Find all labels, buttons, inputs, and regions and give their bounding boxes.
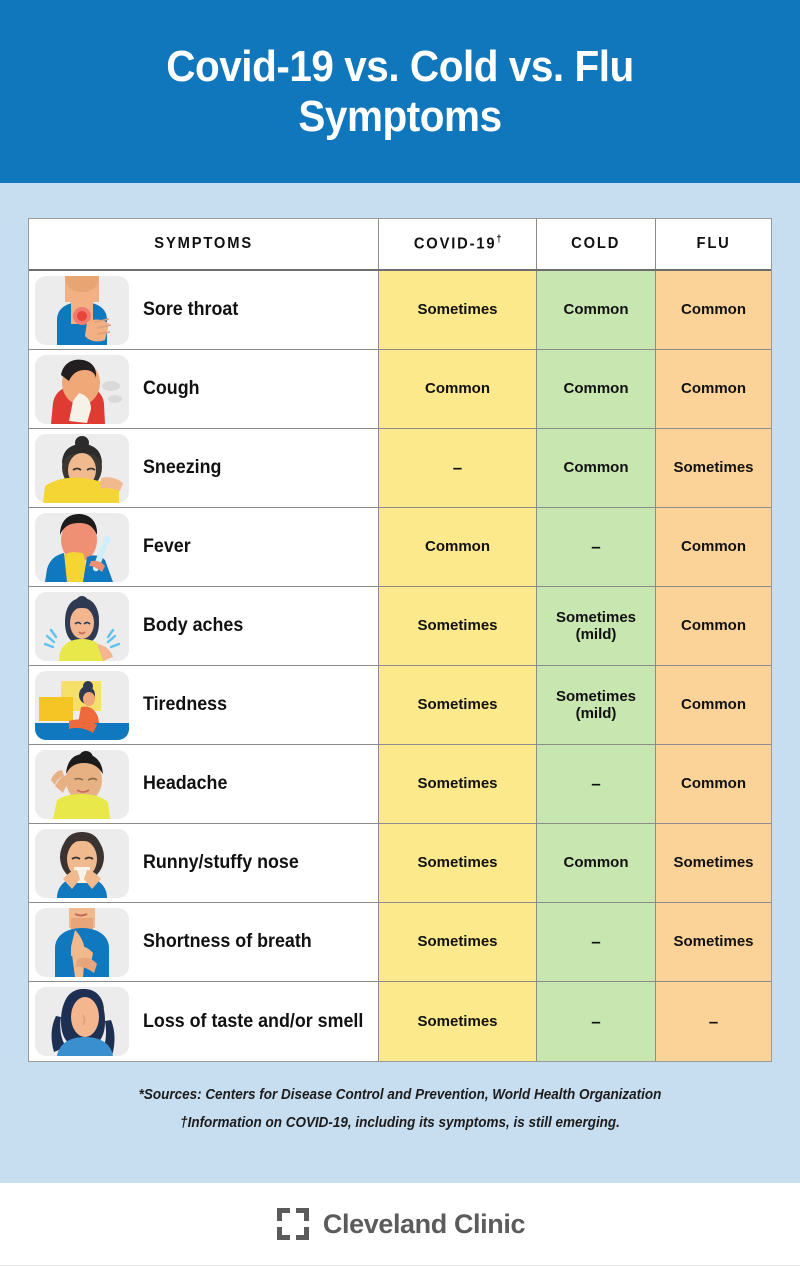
cold-cell: Common (537, 271, 656, 349)
symptom-cell: Body aches (29, 587, 379, 665)
symptom-cell: Cough (29, 350, 379, 428)
brand-bar: Cleveland Clinic (0, 1183, 800, 1266)
flu-cell: Common (656, 587, 771, 665)
fever-icon (35, 512, 129, 582)
table-row: Sneezing – Common Sometimes (29, 429, 771, 508)
cold-cell: Common (537, 824, 656, 902)
body-aches-icon (35, 591, 129, 661)
page-title-line2: Symptoms (298, 91, 502, 141)
covid-cell: Common (379, 350, 537, 428)
flu-cell: Common (656, 271, 771, 349)
flu-cell: Sometimes (656, 824, 771, 902)
table-row: Fever Common – Common (29, 508, 771, 587)
table-row: Sore throat Sometimes Common Common (29, 271, 771, 350)
header-cell-covid: COVID-19† (379, 219, 537, 269)
header-cell-symptoms: SYMPTOMS (29, 219, 379, 269)
flu-cell: Common (656, 350, 771, 428)
symptom-label: Sneezing (143, 457, 222, 479)
symptom-label: Tiredness (143, 694, 228, 716)
symptom-label: Runny/stuffy nose (143, 852, 299, 874)
symptom-label: Shortness of breath (143, 931, 312, 953)
cold-cell: Common (537, 429, 656, 507)
table-row: Loss of taste and/or smell Sometimes – – (29, 982, 771, 1061)
tiredness-icon (35, 670, 129, 740)
symptom-cell: Shortness of breath (29, 903, 379, 981)
flu-cell: – (656, 982, 771, 1061)
cold-cell: – (537, 508, 656, 586)
symptom-label: Loss of taste and/or smell (143, 1010, 364, 1032)
header-label-cold: COLD (571, 234, 621, 252)
symptom-cell: Headache (29, 745, 379, 823)
flu-cell: Common (656, 745, 771, 823)
symptom-cell: Fever (29, 508, 379, 586)
cough-icon (35, 354, 129, 424)
headache-icon (35, 749, 129, 819)
symptom-comparison-table: SYMPTOMS COVID-19† COLD FLU (28, 218, 772, 1062)
covid-cell: Sometimes (379, 587, 537, 665)
content-board: SYMPTOMS COVID-19† COLD FLU (0, 183, 800, 1183)
sore-throat-icon (35, 275, 129, 345)
header-label-covid: COVID-19† (413, 234, 502, 253)
header-cell-flu: FLU (656, 219, 771, 269)
footnote-sources: *Sources: Centers for Disease Control an… (138, 1087, 662, 1103)
footnote-covid: †Information on COVID-19, including its … (180, 1115, 620, 1132)
covid-cell: Sometimes (379, 982, 537, 1061)
cold-cell: Sometimes (mild) (537, 587, 656, 665)
symptom-cell: Runny/stuffy nose (29, 824, 379, 902)
flu-cell: Sometimes (656, 903, 771, 981)
table-row: Body aches Sometimes Sometimes (mild) Co… (29, 587, 771, 666)
brand-name: Cleveland Clinic (322, 1208, 526, 1239)
cold-cell: – (537, 903, 656, 981)
symptom-cell: Sneezing (29, 429, 379, 507)
cold-cell: Sometimes (mild) (537, 666, 656, 744)
footnotes: *Sources: Centers for Disease Control an… (0, 1081, 800, 1138)
covid-cell: Sometimes (379, 824, 537, 902)
symptom-label: Sore throat (143, 299, 239, 321)
cold-cell: Common (537, 350, 656, 428)
table-row: Runny/stuffy nose Sometimes Common Somet… (29, 824, 771, 903)
flu-cell: Sometimes (656, 429, 771, 507)
covid-cell: Sometimes (379, 903, 537, 981)
cold-cell: – (537, 745, 656, 823)
page-title-line1: Covid-19 vs. Cold vs. Flu (166, 42, 634, 92)
symptom-label: Body aches (143, 615, 244, 637)
symptom-cell: Sore throat (29, 271, 379, 349)
table-row: Cough Common Common Common (29, 350, 771, 429)
flu-cell: Common (656, 666, 771, 744)
covid-cell: Sometimes (379, 666, 537, 744)
table-row: Tiredness Sometimes Sometimes (mild) Com… (29, 666, 771, 745)
cold-cell: – (537, 982, 656, 1061)
header-label-symptoms: SYMPTOMS (154, 235, 253, 252)
symptom-cell: Loss of taste and/or smell (29, 982, 379, 1061)
symptom-label: Cough (143, 378, 200, 400)
hero-banner: Covid-19 vs. Cold vs. Flu Symptoms (0, 0, 800, 183)
sneezing-icon (35, 433, 129, 503)
flu-cell: Common (656, 508, 771, 586)
header-cell-cold: COLD (537, 219, 656, 269)
cleveland-clinic-logo-icon (275, 1206, 311, 1242)
page-title: Covid-19 vs. Cold vs. Flu Symptoms (106, 42, 695, 141)
covid-cell: – (379, 429, 537, 507)
covid-cell: Common (379, 508, 537, 586)
symptom-cell: Tiredness (29, 666, 379, 744)
breath-icon (35, 907, 129, 977)
taste-smell-icon (35, 987, 129, 1056)
covid-cell: Sometimes (379, 745, 537, 823)
symptom-label: Headache (143, 773, 228, 795)
table-row: Shortness of breath Sometimes – Sometime… (29, 903, 771, 982)
symptom-label: Fever (143, 536, 191, 558)
table-header-row: SYMPTOMS COVID-19† COLD FLU (29, 219, 771, 271)
covid-cell: Sometimes (379, 271, 537, 349)
header-label-flu: FLU (696, 234, 731, 252)
table-row: Headache Sometimes – Common (29, 745, 771, 824)
runny-nose-icon (35, 828, 129, 898)
